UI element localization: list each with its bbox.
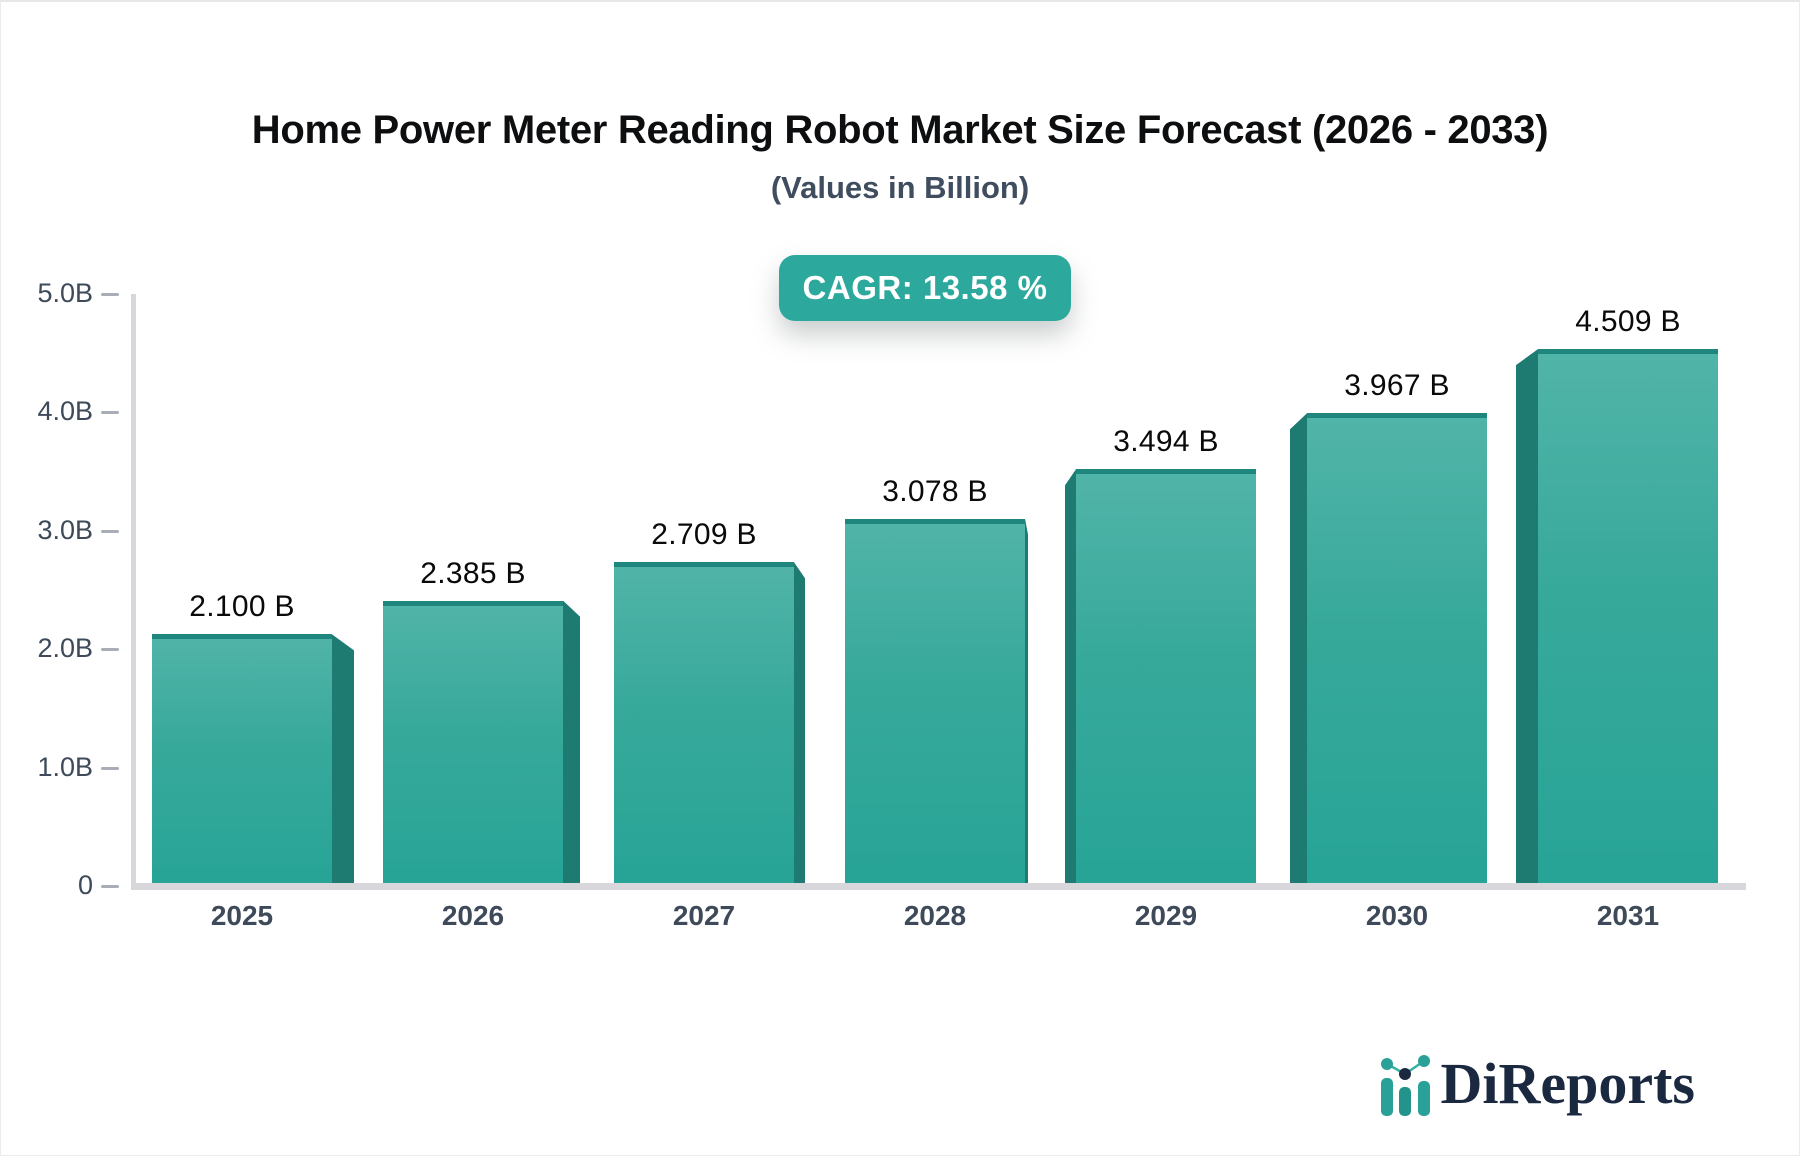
bar-value-label: 3.078 B xyxy=(882,474,988,508)
direports-logo: DiReports xyxy=(1380,1038,1695,1116)
bar-value-label: 2.100 B xyxy=(189,590,295,624)
bar-side xyxy=(332,634,354,883)
x-axis-label: 2030 xyxy=(1365,900,1429,931)
bar-value-label: 2.385 B xyxy=(420,556,526,590)
x-axis-label: 2031 xyxy=(1596,900,1660,931)
y-axis-tick-dash xyxy=(101,766,119,770)
bar-value-label: 3.967 B xyxy=(1344,369,1450,403)
bar-side xyxy=(1290,413,1307,883)
bar xyxy=(1538,349,1718,883)
bar-side xyxy=(794,562,805,883)
bar-value-label: 4.509 B xyxy=(1575,305,1681,339)
y-axis-tick-label: 1.0B xyxy=(37,751,93,782)
bar-side xyxy=(563,600,580,883)
bar xyxy=(1076,469,1256,883)
bar-chart-logo-icon xyxy=(1381,1055,1431,1116)
y-axis-tick-label: 3.0B xyxy=(37,514,93,545)
bar-top-cap xyxy=(845,518,1025,524)
bar-top-cap xyxy=(1076,469,1256,475)
x-axis-label: 2027 xyxy=(672,900,736,931)
chart-subtitle: (Values in Billion) xyxy=(770,170,1030,205)
y-axis-tick-dash xyxy=(101,293,119,296)
bar-top-cap xyxy=(1307,413,1487,419)
bar xyxy=(152,634,332,883)
y-axis-tick-dash xyxy=(101,885,119,888)
y-axis-tick-label: 4.0B xyxy=(37,396,93,427)
bar-value-label: 2.709 B xyxy=(651,518,757,552)
y-axis-tick-label: 2.0B xyxy=(37,633,93,664)
bar xyxy=(1307,413,1487,883)
bar-value-label: 3.494 B xyxy=(1113,425,1219,459)
bar xyxy=(614,562,794,883)
y-axis-tick-dash xyxy=(101,411,119,415)
x-axis-label: 2029 xyxy=(1134,900,1198,931)
cagr-badge: CAGR: 13.58 % xyxy=(779,255,1071,321)
bar xyxy=(383,600,563,883)
bar-top-cap xyxy=(614,562,794,568)
bar-side xyxy=(1516,349,1538,883)
y-axis-tick-label: 0 xyxy=(77,870,93,900)
bar-side xyxy=(1065,469,1076,883)
logo-text: DiReports xyxy=(1440,1051,1695,1116)
x-axis-label: 2028 xyxy=(903,900,967,931)
x-axis-line xyxy=(131,883,1746,890)
chart-title: Home Power Meter Reading Robot Market Si… xyxy=(251,108,1549,152)
y-axis-tick-label: 5.0B xyxy=(37,278,93,308)
y-axis-tick-dash xyxy=(101,529,119,533)
bar-top-cap xyxy=(383,600,563,606)
y-axis-tick-dash xyxy=(101,648,119,652)
bar-side xyxy=(1025,518,1028,883)
bar xyxy=(845,518,1025,883)
x-axis-label: 2026 xyxy=(441,900,505,931)
bar-top-cap xyxy=(152,634,332,640)
y-axis-line xyxy=(131,294,136,886)
x-axis-label: 2025 xyxy=(210,900,274,931)
bar-top-cap xyxy=(1538,349,1718,355)
